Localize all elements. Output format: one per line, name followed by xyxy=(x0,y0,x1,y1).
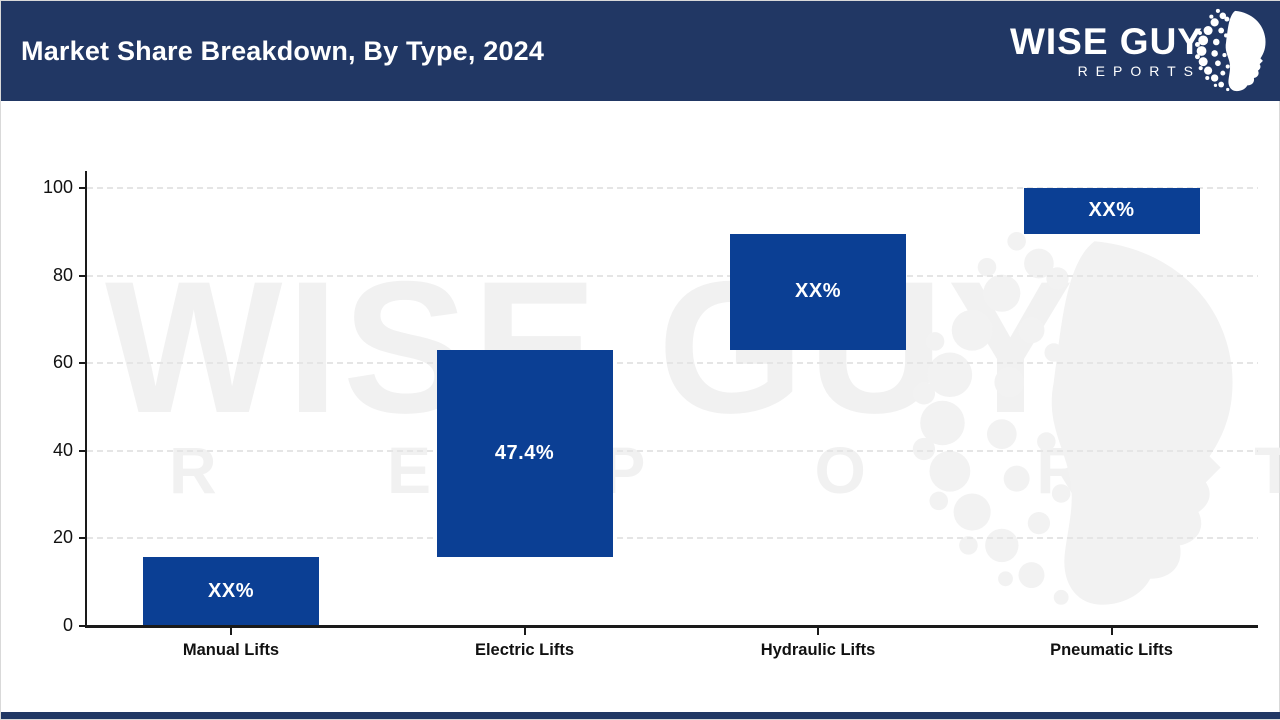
x-tick-2 xyxy=(523,628,526,635)
y-tick-80 xyxy=(79,274,86,277)
bar-value-label-2: 47.4% xyxy=(494,441,555,464)
y-tick-label-100: 100 xyxy=(42,177,73,197)
y-tick-label-20: 20 xyxy=(52,527,73,548)
y-tick-label-80: 80 xyxy=(52,264,73,285)
wiseguy-logo: WISE GUY REPORTS xyxy=(1010,5,1273,97)
x-tick-1 xyxy=(230,628,232,635)
footer-strip xyxy=(1,712,1280,719)
bar-segment-4: XX% xyxy=(1023,188,1200,234)
y-tick-0 xyxy=(79,625,86,627)
y-tick-label-60: 60 xyxy=(52,352,73,373)
y-tick-40 xyxy=(79,449,86,452)
wiseguy-head-icon xyxy=(1195,8,1266,92)
gridline-100 xyxy=(87,187,1258,189)
gridline-40 xyxy=(87,449,1258,452)
y-tick-label-40: 40 xyxy=(52,439,73,460)
logo-wordmark: WISE GUY xyxy=(1009,21,1203,62)
gridline-80 xyxy=(87,274,1258,277)
bar-value-label-4: XX% xyxy=(1088,199,1135,222)
bar-value-label-3: XX% xyxy=(795,280,841,303)
y-tick-20 xyxy=(79,537,86,540)
gridline-60 xyxy=(87,362,1258,365)
logo-subtext: REPORTS xyxy=(1077,63,1201,79)
bar-segment-1: XX% xyxy=(143,557,319,626)
bar-value-label-1: XX% xyxy=(208,580,254,603)
watermark-head-icon xyxy=(912,231,1233,605)
y-axis-line xyxy=(85,171,87,628)
x-category-label-2: Electric Lifts xyxy=(474,641,575,659)
bar-segment-2: 47.4% xyxy=(436,349,613,558)
page-title: Market Share Breakdown, By Type, 2024 xyxy=(21,35,545,66)
x-category-label-3: Hydraulic Lifts xyxy=(760,641,876,659)
x-tick-4 xyxy=(1110,628,1113,635)
wiseguy-logo-text: WISE GUY REPORTS xyxy=(1010,23,1203,79)
x-category-label-4: Pneumatic Lifts xyxy=(1050,641,1173,659)
x-category-label-1: Manual Lifts xyxy=(182,641,280,659)
gridline-20 xyxy=(87,537,1258,540)
x-tick-3 xyxy=(817,628,819,635)
x-axis-line xyxy=(85,625,1258,628)
bar-segment-3: XX% xyxy=(730,233,906,350)
y-tick-60 xyxy=(79,362,86,365)
header-bar: Market Share Breakdown, By Type, 2024 WI… xyxy=(1,1,1280,101)
y-tick-100 xyxy=(79,187,86,189)
y-tick-label-0: 0 xyxy=(62,615,73,635)
